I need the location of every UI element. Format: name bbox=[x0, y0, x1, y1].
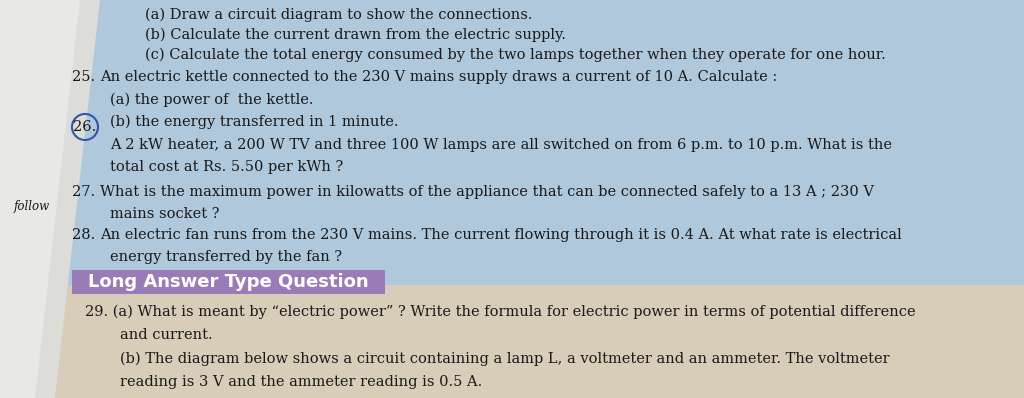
Text: (b) the energy transferred in 1 minute.: (b) the energy transferred in 1 minute. bbox=[110, 115, 398, 129]
Text: (a) Draw a circuit diagram to show the connections.: (a) Draw a circuit diagram to show the c… bbox=[145, 8, 532, 22]
Text: energy transferred by the fan ?: energy transferred by the fan ? bbox=[110, 250, 342, 264]
Text: 25.: 25. bbox=[72, 70, 95, 84]
Polygon shape bbox=[0, 0, 80, 398]
Text: 27.: 27. bbox=[72, 185, 95, 199]
Text: 26.: 26. bbox=[74, 120, 96, 134]
Text: and current.: and current. bbox=[120, 328, 213, 342]
Text: total cost at Rs. 5.50 per kWh ?: total cost at Rs. 5.50 per kWh ? bbox=[110, 160, 343, 174]
Text: 28.: 28. bbox=[72, 228, 95, 242]
Text: mains socket ?: mains socket ? bbox=[110, 207, 219, 221]
Text: An electric fan runs from the 230 V mains. The current flowing through it is 0.4: An electric fan runs from the 230 V main… bbox=[100, 228, 902, 242]
Bar bbox=[72, 270, 385, 294]
Text: reading is 3 V and the ammeter reading is 0.5 A.: reading is 3 V and the ammeter reading i… bbox=[120, 375, 482, 389]
Polygon shape bbox=[0, 0, 100, 398]
Text: 29. (a) What is meant by “electric power” ? Write the formula for electric power: 29. (a) What is meant by “electric power… bbox=[85, 305, 915, 319]
Text: (b) The diagram below shows a circuit containing a lamp L, a voltmeter and an am: (b) The diagram below shows a circuit co… bbox=[120, 352, 890, 367]
Text: follow: follow bbox=[14, 200, 50, 213]
Bar bbox=[0, 285, 1024, 398]
Text: (c) Calculate the total energy consumed by the two lamps together when they oper: (c) Calculate the total energy consumed … bbox=[145, 48, 886, 62]
Text: An electric kettle connected to the 230 V mains supply draws a current of 10 A. : An electric kettle connected to the 230 … bbox=[100, 70, 777, 84]
Text: What is the maximum power in kilowatts of the appliance that can be connected sa: What is the maximum power in kilowatts o… bbox=[100, 185, 874, 199]
Text: A 2 kW heater, a 200 W TV and three 100 W lamps are all switched on from 6 p.m. : A 2 kW heater, a 200 W TV and three 100 … bbox=[110, 138, 892, 152]
Text: (b) Calculate the current drawn from the electric supply.: (b) Calculate the current drawn from the… bbox=[145, 28, 566, 43]
Text: (a) the power of  the kettle.: (a) the power of the kettle. bbox=[110, 93, 313, 107]
Text: Long Answer Type Question: Long Answer Type Question bbox=[88, 273, 369, 291]
